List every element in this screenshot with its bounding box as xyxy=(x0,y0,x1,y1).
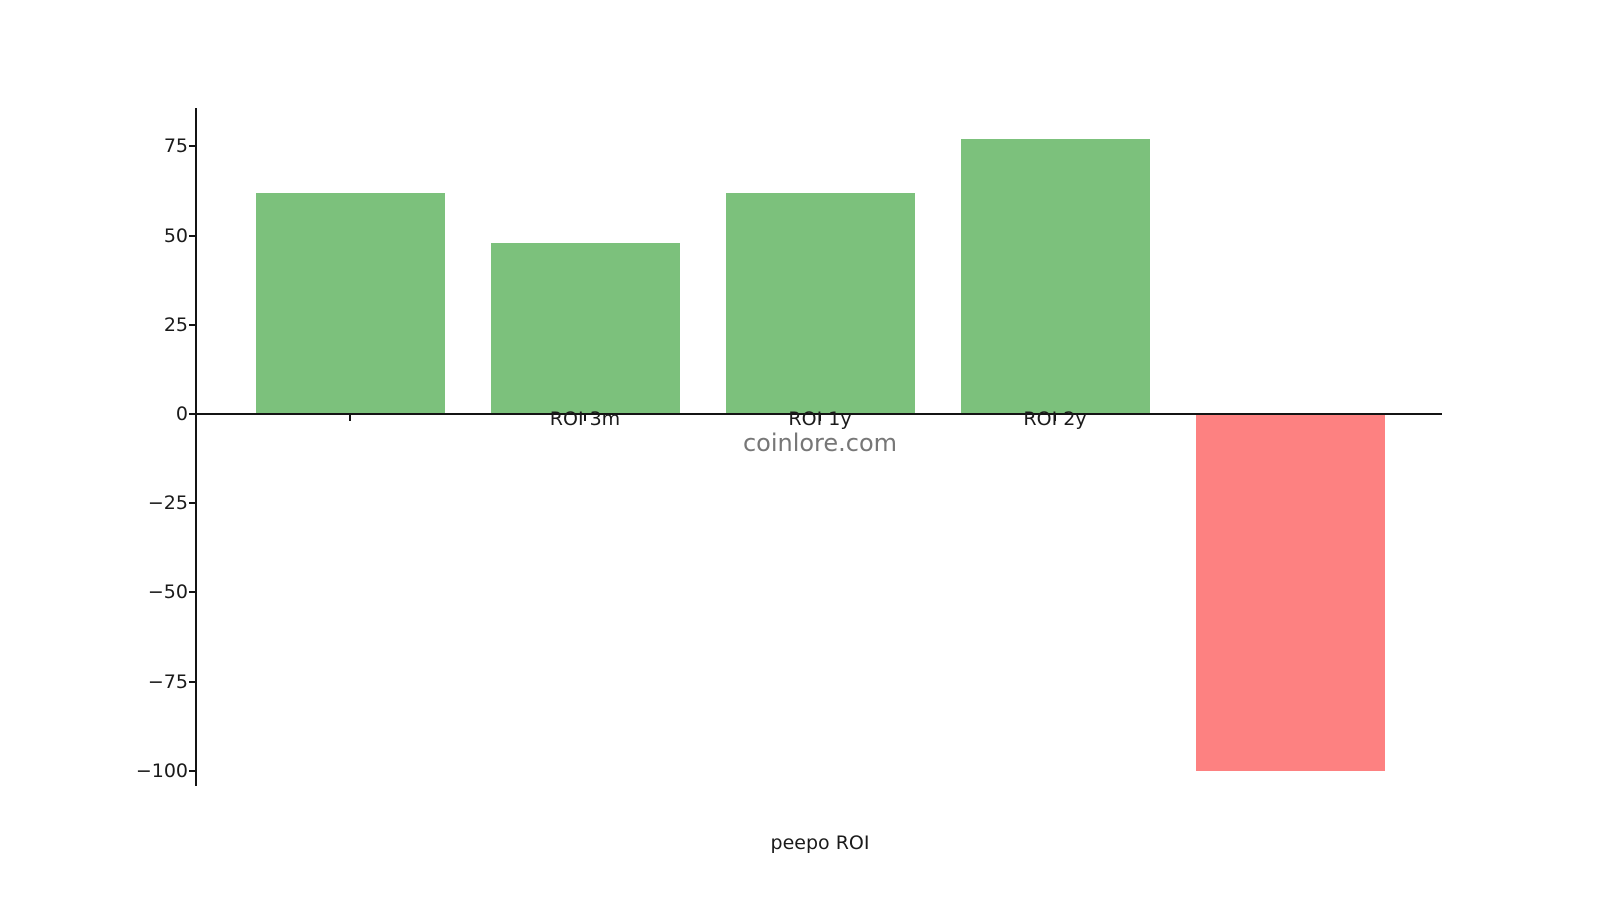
y-tick-label: −100 xyxy=(135,759,188,782)
y-tick-mark xyxy=(189,591,196,594)
x-axis-line xyxy=(196,413,1442,415)
y-tick-label: 25 xyxy=(163,313,188,336)
bar-roi-3m xyxy=(490,242,680,414)
bar-roi-2y xyxy=(960,139,1150,414)
x-tick-mark xyxy=(819,413,821,421)
x-tick-label: ROI 1y xyxy=(788,408,852,430)
bar-5 xyxy=(1195,414,1385,771)
y-tick-mark xyxy=(189,145,196,148)
y-tick-label: −75 xyxy=(147,670,188,693)
x-tick-label: ROI 3m xyxy=(549,408,621,430)
y-tick-mark xyxy=(189,323,196,326)
x-tick-mark xyxy=(584,413,586,421)
y-tick-mark xyxy=(189,680,196,683)
bar-roi-1y xyxy=(725,192,915,414)
y-tick-label: 75 xyxy=(163,135,188,158)
y-tick-mark xyxy=(189,769,196,772)
y-axis-line xyxy=(195,108,197,786)
y-tick-label: 50 xyxy=(163,224,188,247)
y-tick-label: −25 xyxy=(147,492,188,515)
bar-1 xyxy=(255,192,445,414)
y-tick-mark xyxy=(189,234,196,237)
y-tick-label: 0 xyxy=(175,403,188,425)
watermark: coinlore.com xyxy=(742,429,898,457)
y-tick-mark xyxy=(189,502,196,505)
x-tick-mark xyxy=(1054,413,1056,421)
y-tick-label: −50 xyxy=(147,581,188,604)
x-axis-title: peepo ROI xyxy=(770,832,870,854)
x-tick-mark xyxy=(349,413,351,421)
x-tick-label: ROI 2y xyxy=(1023,408,1087,430)
y-tick-mark xyxy=(189,413,196,415)
